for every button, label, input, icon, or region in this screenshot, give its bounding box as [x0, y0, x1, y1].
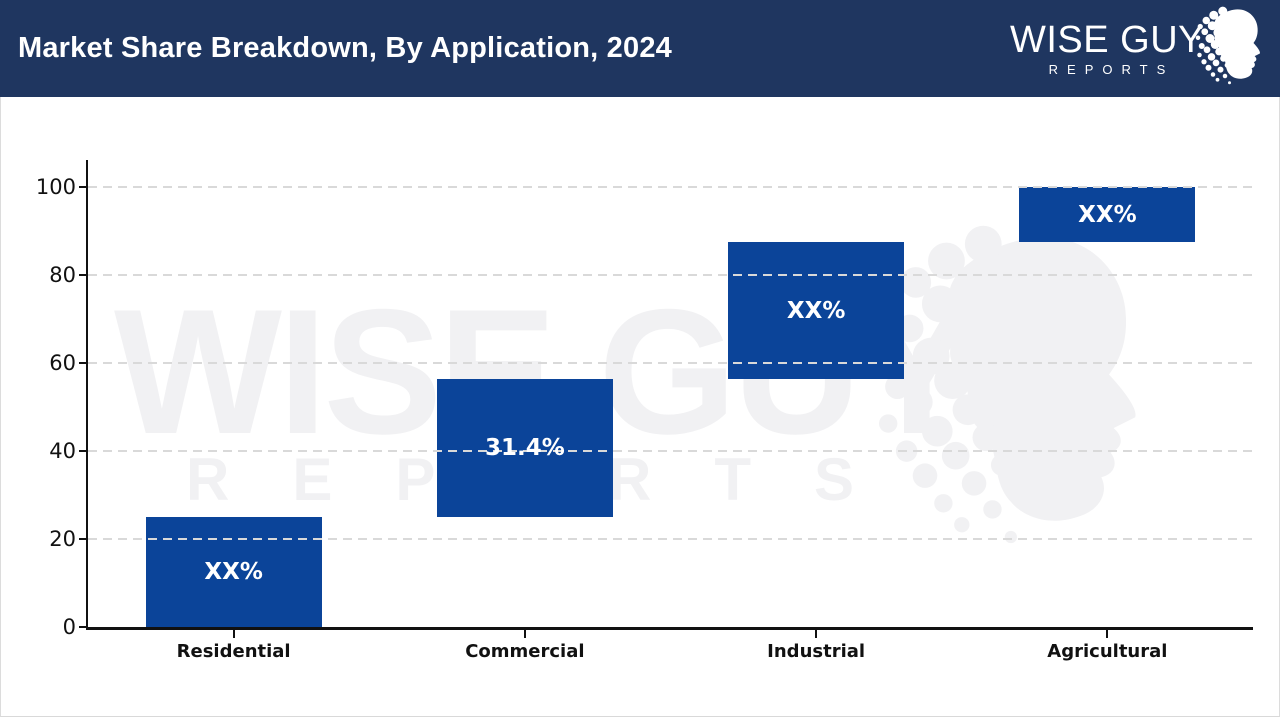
wiseguy-logo: WISE GUY REPORTS: [1010, 4, 1274, 94]
bar-residential: [145, 517, 322, 627]
y-tick-label: 80: [49, 263, 76, 287]
logo-wordmark: WISE GUY: [1009, 18, 1204, 61]
y-tick-label: 100: [35, 175, 76, 199]
bar-value-label: XX%: [204, 559, 263, 585]
chart-canvas: WISE GUY REPORTS 020406080100XX%Resident…: [0, 97, 1280, 720]
y-axis-tick: [79, 538, 86, 540]
x-axis-tick: [523, 630, 526, 638]
grid-line: [88, 274, 1253, 276]
x-category-label: Agricultural: [1047, 641, 1168, 662]
grid-line: [88, 186, 1253, 188]
x-category-label: Industrial: [767, 641, 866, 662]
y-axis-tick: [79, 186, 86, 188]
x-axis-tick: [1106, 630, 1109, 638]
x-axis-tick: [232, 630, 235, 638]
y-axis-tick: [79, 450, 86, 452]
x-category-label: Residential: [176, 641, 291, 662]
y-axis-tick: [79, 362, 86, 364]
grid-line: [88, 362, 1253, 364]
y-tick-label: 0: [62, 615, 76, 639]
bar-agricultural: [1019, 187, 1196, 243]
header-bar: Market Share Breakdown, By Application, …: [0, 0, 1280, 97]
bar-value-label: XX%: [1078, 201, 1137, 228]
x-axis-tick: [815, 630, 818, 638]
bar-industrial: [728, 242, 905, 379]
grid-line: [88, 450, 1253, 452]
grid-line: [88, 538, 1253, 540]
x-category-label: Commercial: [465, 641, 585, 662]
y-axis-line: [86, 160, 88, 629]
y-axis-tick: [79, 626, 86, 628]
x-axis-line: [86, 627, 1253, 630]
y-axis-tick: [79, 274, 86, 276]
y-tick-label: 60: [49, 351, 76, 375]
y-tick-label: 20: [49, 527, 76, 551]
bar-value-label: XX%: [786, 297, 846, 324]
bar-commercial: [436, 378, 613, 517]
page-title: Market Share Breakdown, By Application, …: [18, 32, 672, 64]
bar-value-label: 31.4%: [484, 434, 565, 461]
y-tick-label: 40: [49, 439, 76, 463]
logo-text: WISE GUY REPORTS: [1009, 18, 1204, 78]
watermark-head-icon: [862, 215, 1172, 583]
logo-subtext: REPORTS: [1048, 62, 1175, 78]
